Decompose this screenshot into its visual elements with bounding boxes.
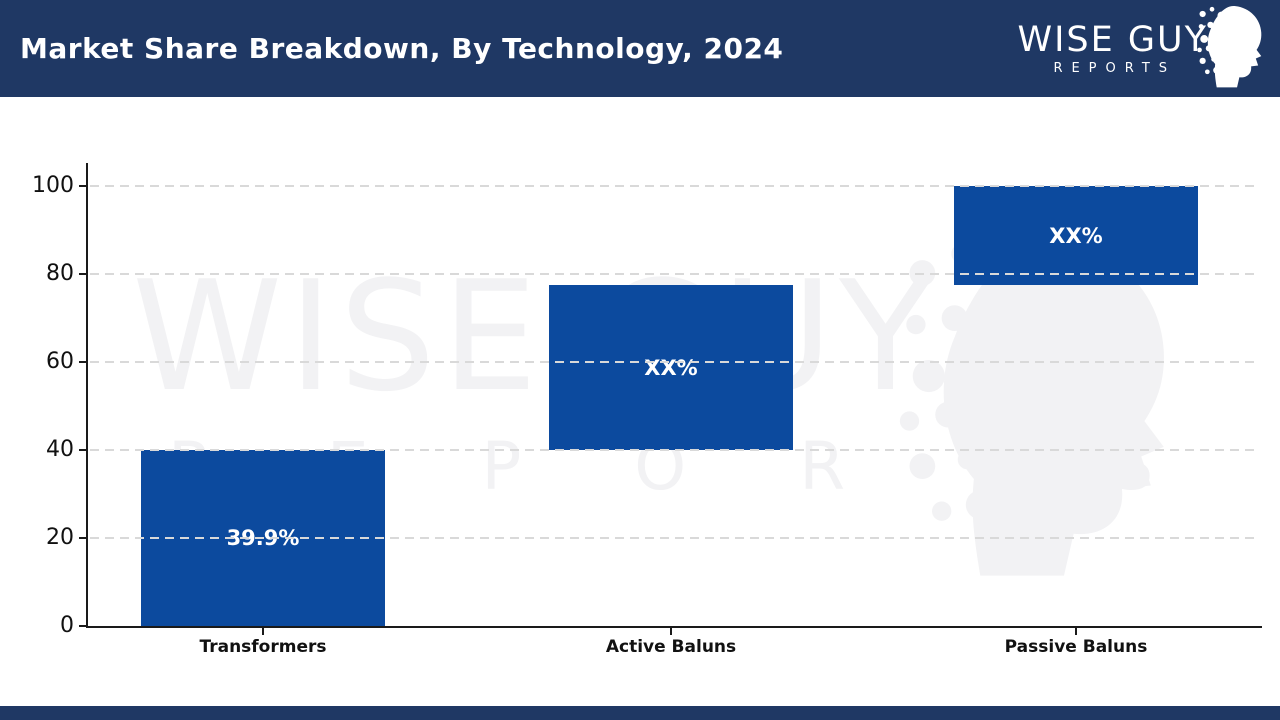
logo-subtext: REPORTS <box>1053 60 1177 76</box>
bar-value-label: XX% <box>1049 223 1103 248</box>
bar-value-label: XX% <box>644 355 698 380</box>
y-tick-label: 60 <box>46 349 74 374</box>
y-tick-label: 20 <box>46 525 74 550</box>
logo-wordmark: WISE GUY <box>1017 19 1208 60</box>
page-title: Market Share Breakdown, By Technology, 2… <box>20 32 784 65</box>
y-tick-label: 80 <box>46 261 74 286</box>
gridline <box>90 449 1258 451</box>
logo-text: WISE GUY REPORTS <box>1017 19 1208 76</box>
bar-passive-baluns: XX% <box>954 186 1198 285</box>
x-tick-label: Transformers <box>199 637 327 657</box>
y-tick-mark <box>79 273 88 275</box>
x-tick-label: Active Baluns <box>605 637 737 657</box>
x-tick-mark <box>670 627 672 635</box>
gridline <box>90 273 1258 275</box>
gridline <box>90 537 1258 539</box>
x-axis-line <box>86 626 1262 628</box>
y-tick-mark <box>79 185 88 187</box>
y-tick-label: 0 <box>60 613 74 638</box>
y-axis-line <box>86 163 88 628</box>
y-tick-mark <box>79 537 88 539</box>
y-tick-mark <box>79 361 88 363</box>
x-tick-label: Passive Baluns <box>1004 637 1148 657</box>
footer-bar <box>0 706 1280 720</box>
x-tick-mark <box>1075 627 1077 635</box>
y-tick-mark <box>79 449 88 451</box>
wiseguy-logo: WISE GUY REPORTS <box>1017 0 1266 97</box>
gridline <box>90 361 1258 363</box>
x-tick-mark <box>262 627 264 635</box>
face-profile-icon <box>1197 5 1262 87</box>
bar-active-baluns: XX% <box>549 285 793 451</box>
y-tick-mark <box>79 625 88 627</box>
y-tick-label: 100 <box>32 173 74 198</box>
header-bar: Market Share Breakdown, By Technology, 2… <box>0 0 1280 97</box>
y-tick-label: 40 <box>46 437 74 462</box>
gridline <box>90 185 1258 187</box>
